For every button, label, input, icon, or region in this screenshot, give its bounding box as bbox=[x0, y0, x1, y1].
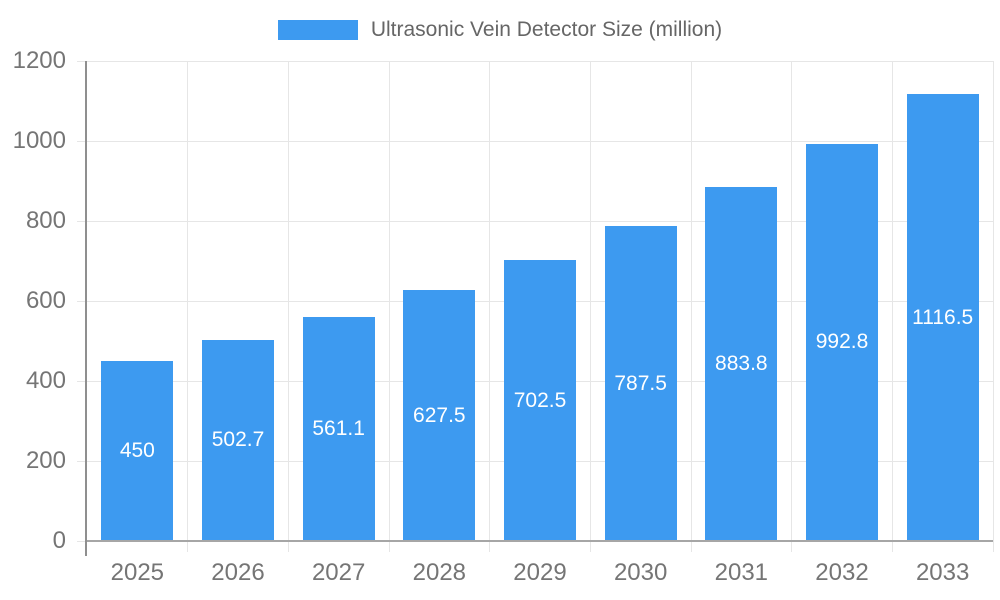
bar[interactable] bbox=[302, 316, 375, 541]
bar[interactable] bbox=[504, 260, 576, 541]
x-tick-label: 2025 bbox=[110, 559, 165, 586]
x-axis-tick bbox=[287, 541, 289, 552]
y-tick-label: 600 bbox=[25, 287, 66, 314]
x-tick-label: 2033 bbox=[915, 559, 970, 586]
x-axis-tick bbox=[992, 541, 994, 552]
x-axis-tick bbox=[187, 541, 189, 552]
x-tick-label: 2028 bbox=[412, 559, 467, 586]
x-tick-label: 2031 bbox=[714, 559, 769, 586]
y-tick-label: 1000 bbox=[12, 127, 66, 154]
y-axis-tick bbox=[77, 140, 87, 142]
gridline-vertical bbox=[489, 61, 491, 541]
bar[interactable] bbox=[906, 94, 979, 541]
y-tick-label: 800 bbox=[25, 207, 66, 234]
x-tick-label: 2026 bbox=[211, 559, 265, 586]
legend-swatch bbox=[277, 20, 358, 40]
x-axis-tick bbox=[690, 541, 692, 552]
gridline-horizontal bbox=[87, 60, 993, 62]
y-axis-tick bbox=[77, 300, 87, 302]
y-tick-label: 200 bbox=[25, 447, 66, 474]
bar[interactable] bbox=[403, 290, 476, 541]
bar[interactable] bbox=[806, 143, 878, 541]
gridline-vertical bbox=[992, 61, 994, 541]
y-axis-tick bbox=[77, 220, 87, 222]
y-axis-line bbox=[85, 61, 87, 556]
y-axis-tick bbox=[77, 60, 87, 62]
y-axis-tick bbox=[77, 380, 87, 382]
x-axis-line bbox=[87, 540, 993, 542]
bar[interactable] bbox=[202, 339, 274, 541]
legend-label: Ultrasonic Vein Detector Size (million) bbox=[370, 18, 723, 41]
gridline-vertical bbox=[388, 61, 390, 541]
gridline-horizontal bbox=[87, 220, 993, 222]
x-axis-tick bbox=[589, 541, 591, 552]
x-tick-label: 2030 bbox=[613, 559, 668, 586]
bar[interactable] bbox=[705, 187, 778, 541]
gridline-vertical bbox=[187, 61, 189, 541]
x-tick-label: 2027 bbox=[311, 559, 366, 586]
bar[interactable] bbox=[604, 226, 677, 541]
gridline-vertical bbox=[589, 61, 591, 541]
bar[interactable] bbox=[101, 361, 174, 541]
gridline-horizontal bbox=[87, 140, 993, 142]
x-axis-tick bbox=[791, 541, 793, 552]
x-tick-label: 2032 bbox=[815, 559, 869, 586]
x-tick-label: 2029 bbox=[513, 559, 567, 586]
y-axis-tick bbox=[77, 540, 87, 542]
gridline-vertical bbox=[791, 61, 793, 541]
x-axis-tick bbox=[388, 541, 390, 552]
y-tick-label: 400 bbox=[25, 367, 66, 394]
gridline-vertical bbox=[690, 61, 692, 541]
x-axis-tick bbox=[489, 541, 491, 552]
y-tick-label: 0 bbox=[52, 527, 66, 554]
y-tick-label: 1200 bbox=[12, 47, 66, 74]
gridline-vertical bbox=[891, 61, 893, 541]
x-axis-tick bbox=[891, 541, 893, 552]
gridline-vertical bbox=[287, 61, 289, 541]
plot-area: 450 502.7 561.1 627.5 702.5 787.5 883.8 992.8 11… bbox=[87, 60, 994, 541]
legend-item[interactable]: Ultrasonic Vein Detector Size (million) bbox=[0, 16, 1000, 44]
y-axis-tick bbox=[77, 460, 87, 462]
